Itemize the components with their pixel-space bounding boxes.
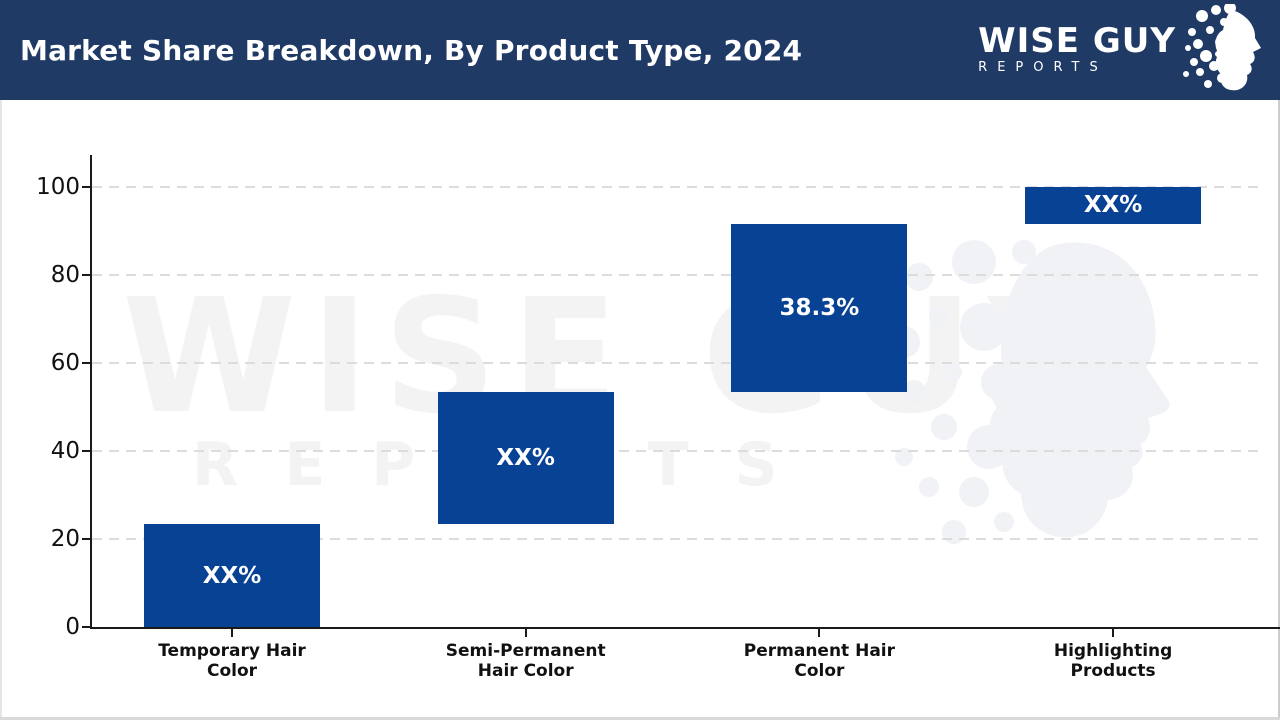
y-tick-mark [82, 362, 90, 364]
y-tick-mark [82, 626, 90, 628]
x-tick-mark [818, 629, 821, 637]
face-profile-logo-icon [1183, 4, 1261, 91]
bar-segment: XX% [437, 392, 614, 525]
bar-value-label: XX% [202, 562, 262, 589]
x-category-label: Semi-Permanent Hair Color [445, 641, 606, 681]
brand-logo: WISE GUY REPORTS [978, 0, 1262, 100]
y-tick-mark [82, 538, 90, 540]
y-tick-label: 20 [50, 526, 80, 552]
y-tick-mark [82, 274, 90, 276]
x-category-label: Permanent Hair Color [743, 641, 896, 681]
y-tick-label: 80 [50, 262, 80, 288]
bar-segment: 38.3% [731, 223, 908, 393]
x-axis-line [90, 627, 1280, 629]
y-tick-mark [82, 450, 90, 452]
bar-value-label: XX% [1083, 192, 1143, 219]
gridline-y100 [92, 186, 1260, 188]
y-tick-label: 100 [36, 174, 80, 200]
y-axis-line [90, 155, 92, 629]
chart-title: Market Share Breakdown, By Product Type,… [20, 33, 803, 67]
brand-name: WISE GUY [978, 21, 1176, 61]
bar-segment: XX% [144, 524, 320, 627]
header: Market Share Breakdown, By Product Type,… [0, 0, 1280, 100]
x-category-label: Highlighting Products [1053, 641, 1173, 681]
gridline-y40 [92, 450, 1260, 452]
gridline-y20 [92, 538, 1260, 540]
x-category-label: Temporary Hair Color [158, 641, 306, 681]
gridline-y80 [92, 274, 1260, 276]
y-tick-label: 60 [50, 350, 80, 376]
x-tick-mark [1112, 629, 1115, 637]
brand-subname: REPORTS [978, 60, 1108, 75]
brand-logo-text: WISE GUY REPORTS [978, 24, 1176, 76]
y-tick-label: 40 [50, 438, 80, 464]
bar-value-label: XX% [496, 445, 555, 472]
x-tick-mark [524, 629, 527, 637]
x-tick-mark [231, 629, 233, 637]
bottom-border [0, 717, 1280, 720]
watermark-face-profile [888, 240, 1170, 544]
gridline-y60 [92, 362, 1260, 364]
y-tick-label: 0 [65, 614, 80, 640]
y-tick-mark [82, 186, 90, 188]
chart-area: WISE GUY REPORTS 020406080100XX%Temporar… [0, 100, 1280, 720]
bar-segment: XX% [1025, 187, 1202, 224]
bar-value-label: 38.3% [779, 295, 860, 322]
